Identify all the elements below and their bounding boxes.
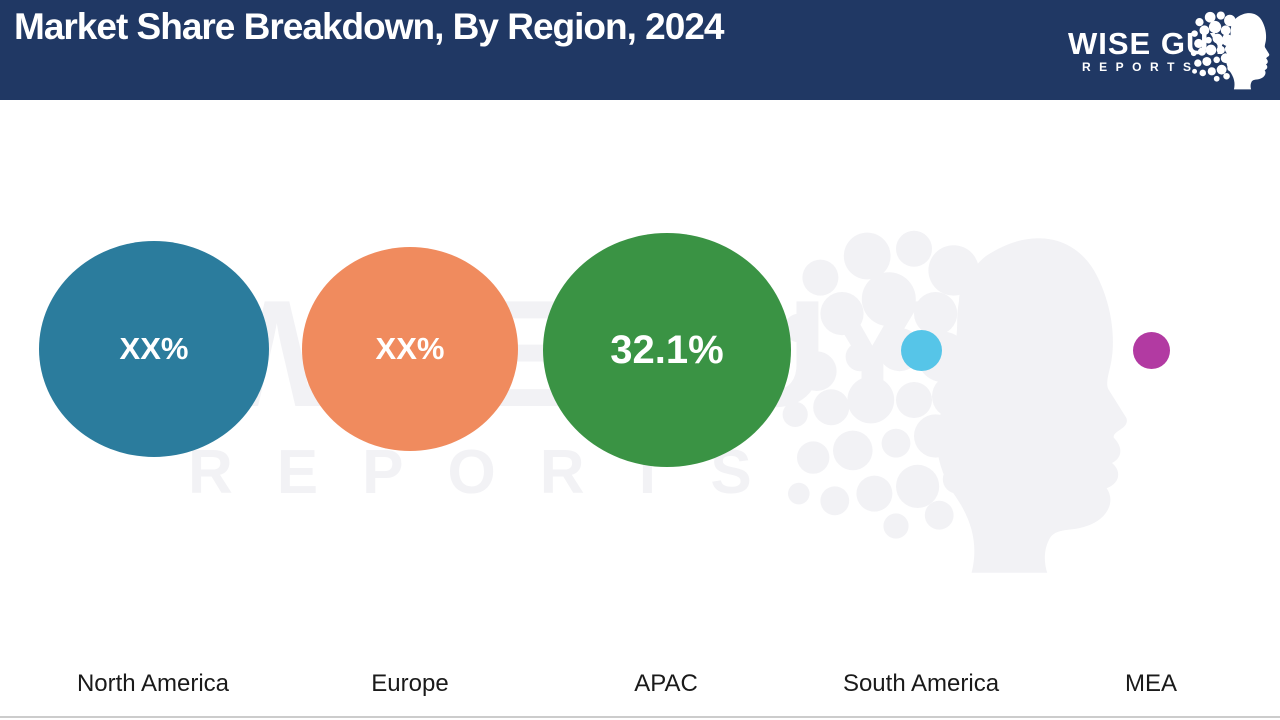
bubble-south-america (901, 330, 942, 371)
bubble-value-label: XX% (375, 331, 445, 366)
header-bar: Market Share Breakdown, By Region, 2024 … (0, 0, 1280, 100)
category-label-mea: MEA (1124, 670, 1177, 697)
bubble-europe: XX% (302, 247, 518, 451)
bubble-north-america: XX% (39, 241, 269, 457)
watermark-head-icon (770, 218, 1130, 582)
category-label-apac: APAC (634, 670, 698, 697)
bubble-value-label: 32.1% (610, 327, 724, 372)
category-label-south-america: South America (842, 670, 1000, 697)
category-label-north-america: North America (76, 670, 230, 697)
logo-head-icon (1188, 8, 1270, 92)
bubble-apac: 32.1% (543, 233, 791, 467)
bubble-value-label: XX% (119, 331, 189, 366)
wiseguy-logo: WISE GUY REPORTS (1026, 4, 1266, 96)
page-title: Market Share Breakdown, By Region, 2024 (14, 6, 724, 47)
bottom-divider (0, 716, 1280, 718)
logo-sub-text: REPORTS (1082, 60, 1200, 74)
bubble-mea (1133, 332, 1170, 369)
category-label-europe: Europe (371, 670, 449, 697)
